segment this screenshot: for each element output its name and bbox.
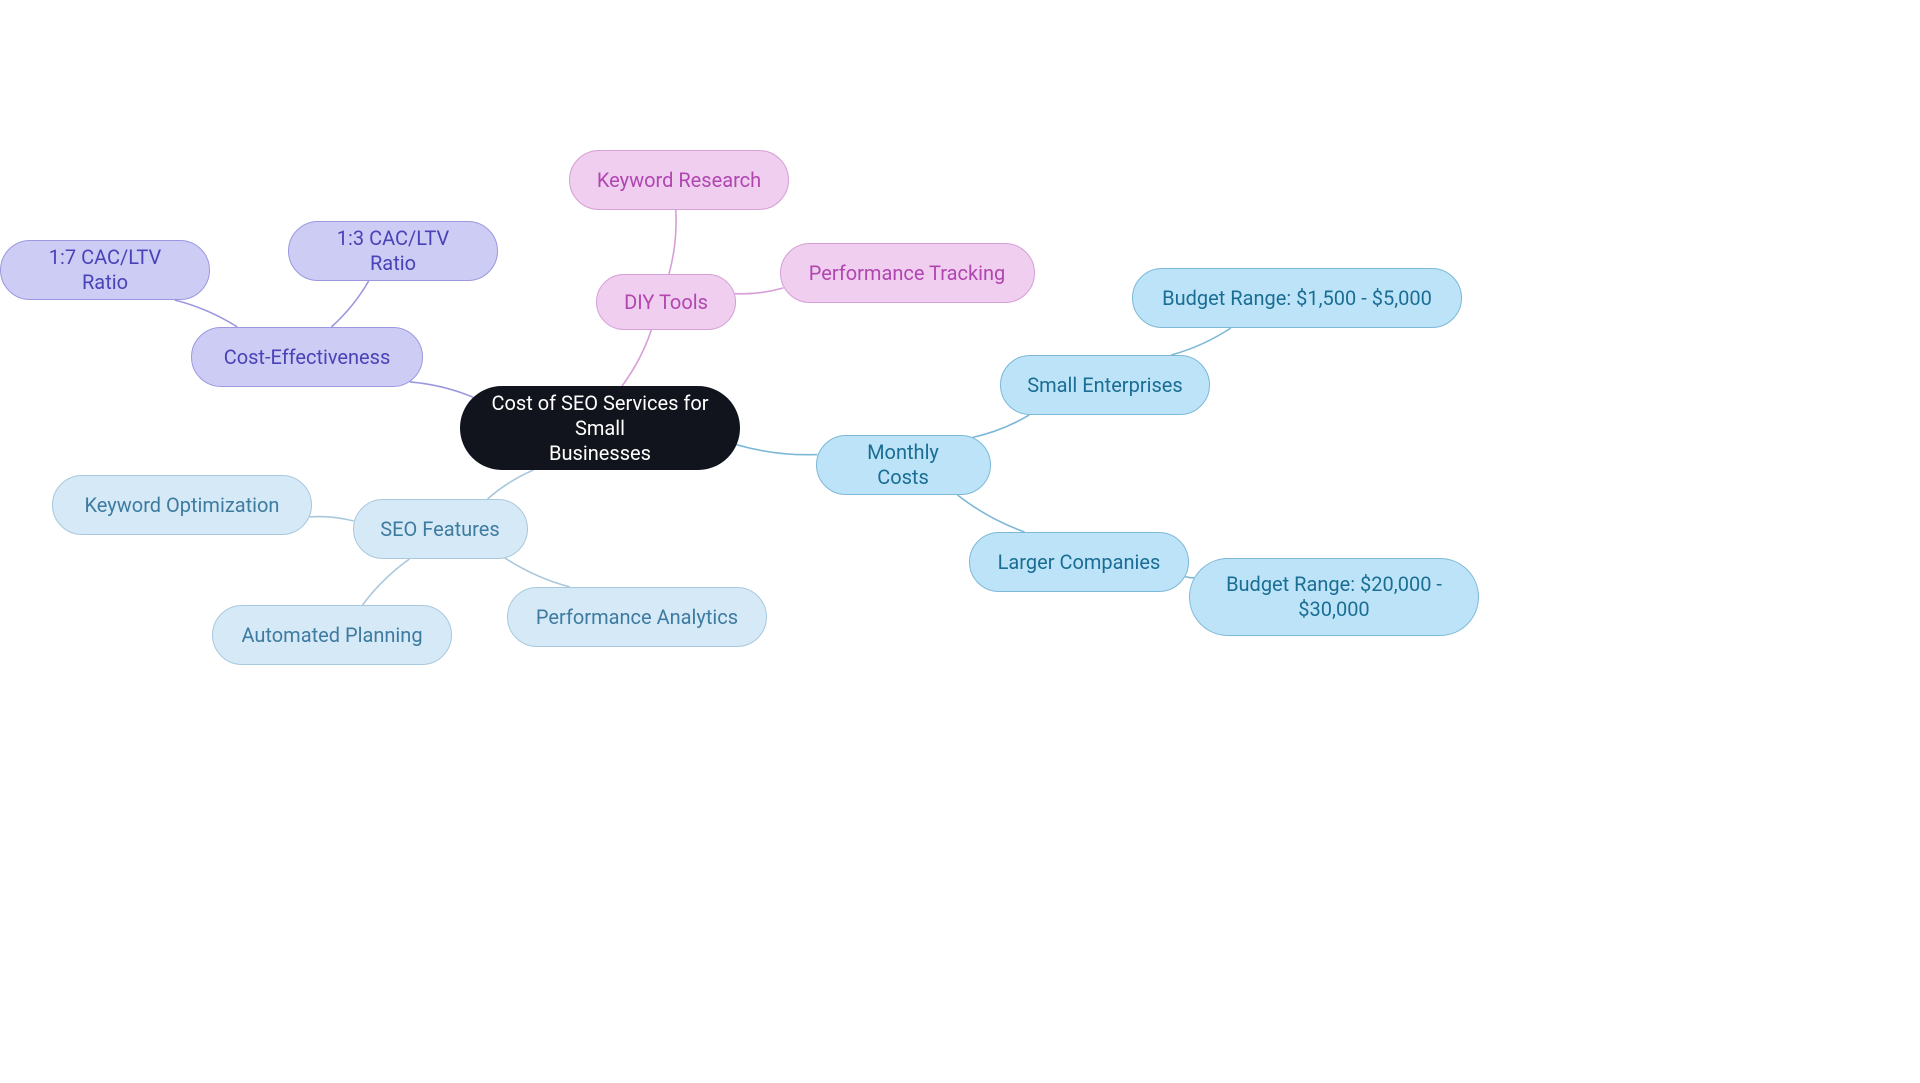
node-ratio17: 1:7 CAC/LTV Ratio xyxy=(0,240,210,300)
node-largeco: Larger Companies xyxy=(969,532,1189,592)
edge-monthly-smallent xyxy=(972,415,1029,437)
node-label: Budget Range: $1,500 - $5,000 xyxy=(1162,286,1432,311)
edge-costeff-ratio13 xyxy=(331,281,368,327)
node-kwres: Keyword Research xyxy=(569,150,789,210)
node-label: Monthly Costs xyxy=(843,440,964,490)
edge-diy-perftrack xyxy=(735,288,784,294)
edge-root-seofeat xyxy=(488,470,534,499)
node-perfan: Performance Analytics xyxy=(507,587,767,647)
edge-seofeat-kwopt xyxy=(310,517,354,521)
node-label: 1:3 CAC/LTV Ratio xyxy=(315,226,471,276)
node-label: Performance Tracking xyxy=(809,261,1005,286)
node-monthly: Monthly Costs xyxy=(816,435,991,495)
edges-layer xyxy=(0,0,1920,1083)
node-smallent: Small Enterprises xyxy=(1000,355,1210,415)
node-budget1: Budget Range: $1,500 - $5,000 xyxy=(1132,268,1462,328)
node-label: Budget Range: $20,000 - $30,000 xyxy=(1226,572,1442,622)
node-label: Keyword Optimization xyxy=(85,493,280,518)
node-root: Cost of SEO Services for Small Businesse… xyxy=(460,386,740,470)
node-label: Keyword Research xyxy=(597,168,761,193)
node-costeff: Cost-Effectiveness xyxy=(191,327,423,387)
node-seofeat: SEO Features xyxy=(353,499,528,559)
edge-monthly-largeco xyxy=(957,495,1024,532)
node-label: Automated Planning xyxy=(241,623,422,648)
edge-root-diy xyxy=(622,330,651,386)
mindmap-canvas: Cost of SEO Services for Small Businesse… xyxy=(0,0,1920,1083)
node-label: Cost of SEO Services for Small Businesse… xyxy=(487,391,713,466)
node-label: Cost-Effectiveness xyxy=(224,345,391,370)
node-label: SEO Features xyxy=(380,517,499,542)
edge-diy-kwres xyxy=(669,210,676,274)
node-budget2: Budget Range: $20,000 - $30,000 xyxy=(1189,558,1479,636)
node-label: Larger Companies xyxy=(998,550,1161,575)
edge-costeff-ratio17 xyxy=(175,300,238,327)
node-label: Small Enterprises xyxy=(1027,373,1182,398)
node-diy: DIY Tools xyxy=(596,274,736,330)
node-ratio13: 1:3 CAC/LTV Ratio xyxy=(288,221,498,281)
edge-seofeat-autoplan xyxy=(363,559,410,605)
node-label: DIY Tools xyxy=(624,290,708,315)
node-label: Performance Analytics xyxy=(536,605,738,630)
node-autoplan: Automated Planning xyxy=(212,605,452,665)
edge-smallent-budget1 xyxy=(1171,328,1231,355)
node-label: 1:7 CAC/LTV Ratio xyxy=(27,245,183,295)
edge-seofeat-perfan xyxy=(505,558,570,587)
node-perftrack: Performance Tracking xyxy=(780,243,1035,303)
edge-root-costeff xyxy=(410,382,474,397)
node-kwopt: Keyword Optimization xyxy=(52,475,312,535)
edge-root-monthly xyxy=(737,445,818,455)
